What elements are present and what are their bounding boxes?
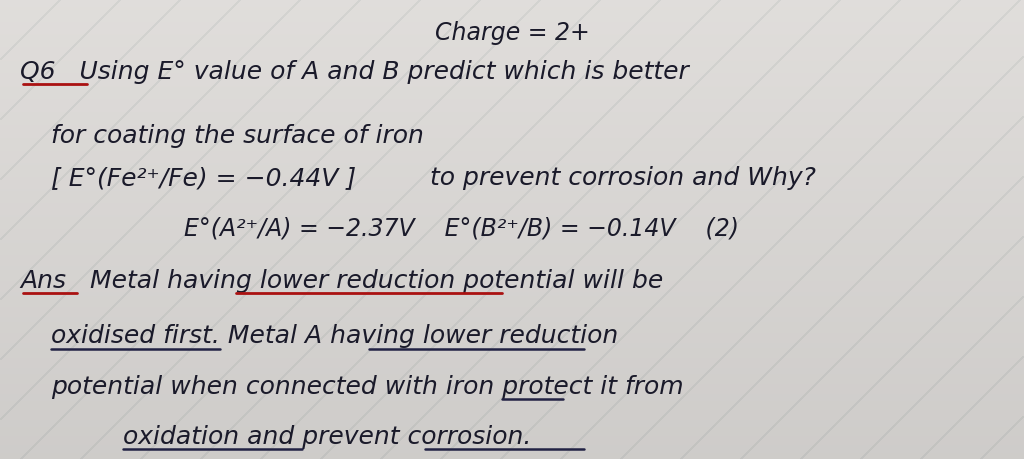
Text: Q6   Using E° value of A and B predict which is better: Q6 Using E° value of A and B predict whi… [20,60,689,84]
Text: [ E°(Fe²⁺/Fe) = −0.44V ]: [ E°(Fe²⁺/Fe) = −0.44V ] [51,165,356,189]
Text: for coating the surface of iron: for coating the surface of iron [51,124,424,148]
Text: E°(A²⁺/A) = −2.37V    E°(B²⁺/B) = −0.14V    (2): E°(A²⁺/A) = −2.37V E°(B²⁺/B) = −0.14V (2… [184,216,739,240]
Text: oxidised first. Metal A having lower reduction: oxidised first. Metal A having lower red… [51,324,618,347]
Text: potential when connected with iron protect it from: potential when connected with iron prote… [51,374,684,398]
Text: to prevent corrosion and Why?: to prevent corrosion and Why? [430,165,816,189]
Text: oxidation and prevent corrosion.: oxidation and prevent corrosion. [123,425,531,448]
Text: Ans   Metal having lower reduction potential will be: Ans Metal having lower reduction potenti… [20,269,664,292]
Text: Charge = 2+: Charge = 2+ [434,21,590,45]
